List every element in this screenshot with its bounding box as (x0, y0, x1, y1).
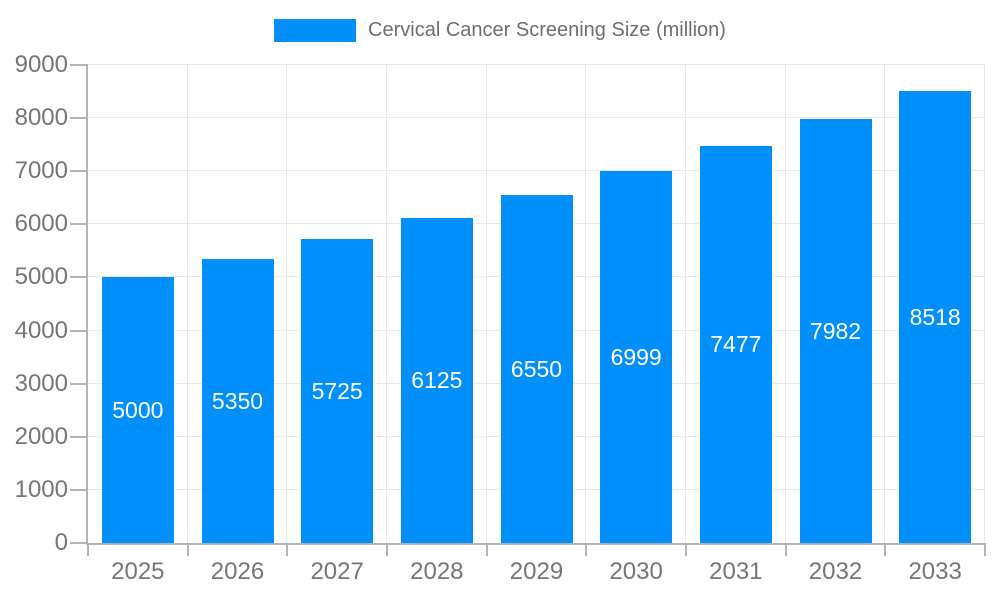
x-tick (585, 543, 588, 556)
x-tick (984, 543, 986, 556)
x-tick (784, 543, 787, 556)
y-axis-line (86, 65, 88, 543)
y-tick-label: 9000 (14, 51, 68, 78)
x-tick-label: 2025 (111, 558, 165, 585)
bar[interactable] (400, 217, 473, 543)
gridline-v (186, 65, 188, 543)
legend-swatch-icon (274, 18, 357, 42)
x-tick-label: 2027 (310, 558, 364, 585)
bar[interactable] (101, 277, 174, 543)
y-tick (70, 64, 88, 66)
x-tick (485, 543, 488, 556)
bar-value-label: 7982 (809, 318, 862, 345)
x-tick-label: 2031 (709, 558, 763, 585)
gridline-h (88, 64, 985, 65)
bar[interactable] (500, 195, 573, 543)
y-tick-label: 1000 (14, 475, 68, 503)
x-tick-label: 2033 (908, 558, 962, 585)
bar[interactable] (201, 258, 274, 543)
bar[interactable] (301, 238, 374, 543)
gridline-v (386, 65, 387, 543)
gridline-v (984, 65, 985, 543)
gridline-v (784, 65, 786, 543)
x-tick (884, 543, 887, 556)
y-tick (70, 223, 88, 226)
x-tick (685, 543, 687, 556)
y-tick (70, 117, 88, 120)
bar-value-label: 5350 (211, 387, 264, 414)
x-axis-line (86, 543, 985, 545)
bar-value-label: 7477 (710, 331, 762, 358)
x-tick (87, 543, 89, 556)
y-tick (70, 276, 88, 279)
x-tick (186, 543, 189, 556)
y-tick (70, 435, 88, 438)
y-tick-label: 4000 (14, 316, 68, 344)
y-tick-label: 6000 (14, 210, 68, 238)
gridline-h (88, 117, 985, 119)
x-tick-label: 2026 (210, 558, 265, 585)
bar-value-label: 5725 (311, 377, 363, 404)
x-tick-label: 2032 (808, 558, 863, 585)
y-tick (70, 382, 88, 385)
y-tick (70, 542, 88, 544)
x-tick-label: 2028 (410, 558, 464, 585)
y-tick-label: 0 (54, 529, 68, 556)
y-tick-label: 3000 (14, 369, 68, 397)
legend-label: Cervical Cancer Screening Size (million) (368, 18, 726, 41)
gridline-v (585, 65, 587, 543)
x-tick-label: 2030 (609, 558, 663, 585)
bar-value-label: 8518 (909, 303, 961, 330)
y-tick-label: 7000 (14, 157, 68, 185)
gridline-v (685, 65, 686, 543)
bar-value-label: 5000 (112, 397, 164, 424)
x-tick (286, 543, 289, 556)
x-tick (386, 543, 388, 556)
gridline-v (485, 65, 487, 543)
bar[interactable] (899, 90, 972, 543)
gridline-h (88, 170, 985, 172)
y-tick-label: 2000 (14, 422, 68, 450)
gridline-v (884, 65, 886, 543)
bar[interactable] (699, 145, 772, 543)
y-tick-label: 5000 (14, 263, 68, 291)
x-tick-label: 2029 (509, 558, 564, 585)
y-tick (70, 329, 88, 332)
y-tick (70, 170, 88, 173)
gridline-v (286, 65, 288, 543)
bar-value-label: 6999 (610, 344, 662, 371)
bar[interactable] (799, 119, 872, 543)
bar-value-label: 6550 (510, 356, 563, 383)
legend[interactable]: Cervical Cancer Screening Size (million) (0, 17, 1000, 43)
y-tick-label: 8000 (14, 104, 68, 132)
bar-value-label: 6125 (411, 367, 463, 394)
bar[interactable] (600, 171, 673, 543)
y-tick (70, 488, 88, 491)
